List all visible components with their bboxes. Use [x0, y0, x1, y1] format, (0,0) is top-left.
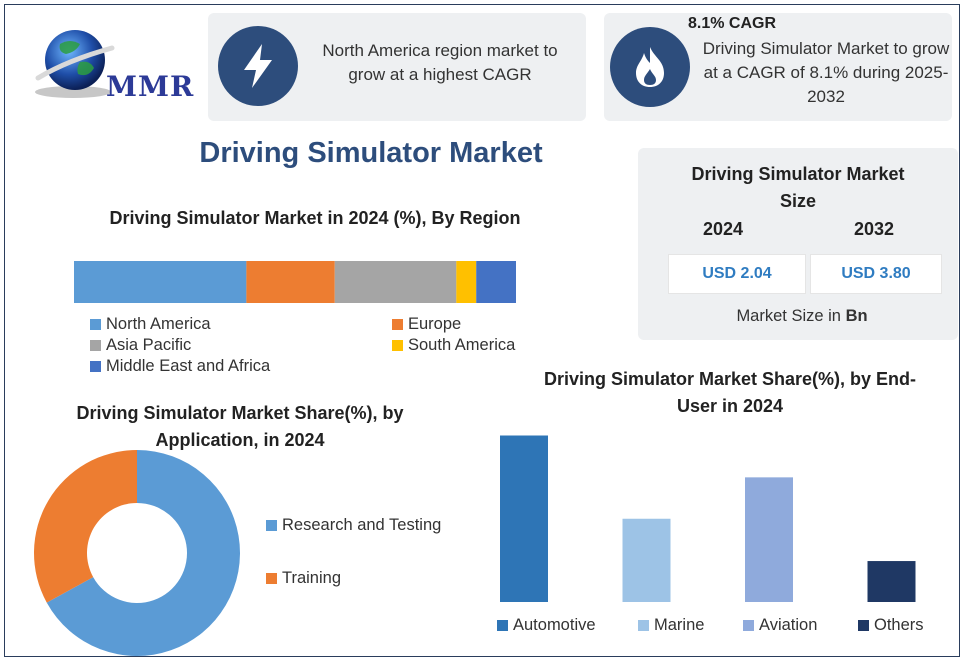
- legend-swatch: [266, 520, 277, 531]
- donut-slice-training: [33, 450, 138, 603]
- legend-label: Marine: [654, 616, 705, 634]
- region-stacked-bar: [74, 261, 516, 303]
- legend-item-others: Others: [858, 616, 924, 635]
- legend-swatch: [497, 620, 508, 631]
- legend-item-south-america: South America: [392, 336, 515, 355]
- region-cagr-text: North America region market to grow at a…: [322, 41, 558, 84]
- legend-item-middle-east-and-africa: Middle East and Africa: [90, 357, 270, 376]
- legend-label: Asia Pacific: [106, 336, 192, 354]
- legend-label: North America: [106, 315, 211, 333]
- application-chart-title: Driving Simulator Market Share(%), by Ap…: [40, 400, 440, 454]
- legend-item-aviation: Aviation: [743, 616, 817, 635]
- legend-label: Others: [874, 616, 924, 634]
- region-segment-asia-pacific: [334, 261, 457, 303]
- cagr-heading: 8.1% CAGR: [688, 15, 777, 32]
- logo-text: MMR: [106, 70, 195, 103]
- market-size-footer: Market Size in Bn: [668, 299, 936, 333]
- region-chart-title: Driving Simulator Market in 2024 (%), By…: [109, 208, 521, 228]
- cagr-text: Driving Simulator Market to grow at a CA…: [702, 39, 950, 106]
- application-donut-chart: [33, 450, 240, 656]
- legend-item-research-and-testing: Research and Testing: [266, 516, 441, 535]
- enduser-bar-chart: [500, 435, 916, 602]
- market-size-value-2024: USD 2.04: [668, 254, 806, 294]
- legend-label: Middle East and Africa: [106, 357, 271, 375]
- outer-frame: [4, 4, 960, 657]
- globe-icon: [35, 30, 115, 98]
- legend-swatch: [392, 340, 403, 351]
- legend-label: Europe: [408, 315, 462, 333]
- market-size-title: Driving Simulator Market Size: [691, 164, 905, 211]
- legend-swatch: [743, 620, 754, 631]
- market-size-footer-prefix: Market Size in: [736, 306, 846, 325]
- legend-swatch: [90, 361, 101, 372]
- flame-icon: [610, 27, 690, 107]
- legend-swatch: [90, 340, 101, 351]
- legend-label: Research and Testing: [282, 516, 442, 534]
- year-2024: 2024: [703, 219, 744, 239]
- lightning-icon: [218, 26, 298, 106]
- legend-swatch: [638, 620, 649, 631]
- year-2032: 2032: [854, 219, 895, 239]
- region-segment-north-america: [74, 261, 247, 303]
- legend-label: Aviation: [759, 616, 818, 634]
- legend-label: South America: [408, 336, 516, 354]
- enduser-bar-others: [867, 561, 916, 602]
- donut-slice-research-and-testing: [46, 450, 240, 656]
- market-size-footer-unit: Bn: [845, 306, 868, 325]
- region-segment-middle-east-and-africa: [476, 261, 516, 303]
- enduser-bar-marine: [622, 518, 671, 602]
- legend-item-marine: Marine: [638, 616, 704, 635]
- mmr-logo: MMR: [30, 22, 200, 103]
- market-size-card: Driving Simulator Market Size 2024 2032 …: [638, 148, 958, 340]
- legend-item-north-america: North America: [90, 315, 211, 334]
- legend-label: Training: [282, 569, 341, 587]
- legend-item-training: Training: [266, 569, 341, 588]
- legend-item-asia-pacific: Asia Pacific: [90, 336, 191, 355]
- region-segment-south-america: [456, 261, 477, 303]
- legend-swatch: [90, 319, 101, 330]
- enduser-chart-title: Driving Simulator Market Share(%), by En…: [543, 369, 917, 416]
- legend-swatch: [266, 573, 277, 584]
- region-segment-europe: [246, 261, 335, 303]
- legend-swatch: [392, 319, 403, 330]
- legend-swatch: [858, 620, 869, 631]
- enduser-bar-aviation: [745, 477, 793, 602]
- highlight-card-cagr: 8.1% CAGR Driving Simulator Market to gr…: [604, 13, 952, 121]
- highlight-card-region: North America region market to grow at a…: [208, 13, 586, 121]
- page-title: Driving Simulator Market: [199, 137, 543, 169]
- legend-item-automotive: Automotive: [497, 616, 596, 635]
- enduser-bar-automotive: [500, 435, 548, 602]
- market-size-value-2032: USD 3.80: [810, 254, 942, 294]
- application-chart-title-text: Driving Simulator Market Share(%), by Ap…: [76, 403, 404, 450]
- legend-label: Automotive: [513, 616, 596, 634]
- legend-item-europe: Europe: [392, 315, 461, 334]
